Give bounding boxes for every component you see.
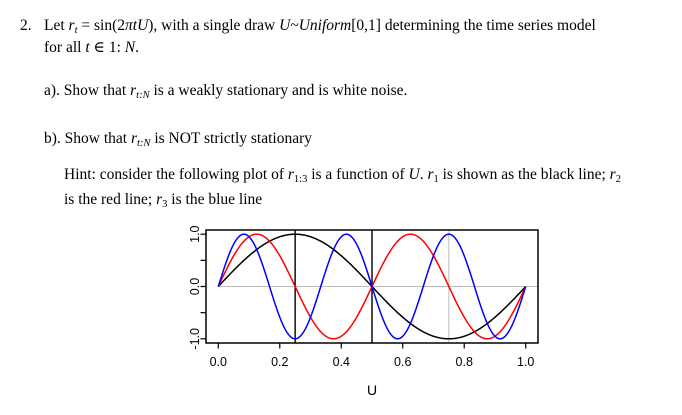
problem-number: 2. xyxy=(20,17,32,34)
text-segment: t:N xyxy=(136,90,150,101)
text-segment: t:N xyxy=(137,138,151,149)
text-segment: = sin(2 xyxy=(77,17,125,34)
x-axis-tick-label: 0.2 xyxy=(271,355,288,369)
part-a-statement: a). Show that rt:N is a weakly stationar… xyxy=(44,81,408,101)
hint-line-2: is the red line; r3 is the blue line xyxy=(64,190,263,210)
x-axis-tick-label: 0.0 xyxy=(210,355,227,369)
x-axis-tick-label: 0.8 xyxy=(456,355,473,369)
x-axis-tick-label: 0.4 xyxy=(333,355,350,369)
text-segment: Hint: consider the following plot of xyxy=(64,166,288,183)
text-segment: U xyxy=(408,166,420,183)
text-segment: t xyxy=(85,39,90,56)
text-segment: r xyxy=(130,130,138,147)
y-axis-tick-label: 0.0 xyxy=(188,278,202,295)
x-axis-tick-label: 1.0 xyxy=(517,355,534,369)
text-segment: ∈ 1: xyxy=(89,39,125,56)
part-b-statement: b). Show that rt:N is NOT strictly stati… xyxy=(44,129,313,149)
text-segment: r xyxy=(68,17,75,34)
text-segment: N xyxy=(124,39,136,56)
text-segment: b). Show that xyxy=(44,130,131,147)
text-segment: is a weakly stationary and is white nois… xyxy=(149,82,408,99)
text-segment: 2 xyxy=(615,174,621,185)
text-segment: is the blue line xyxy=(167,191,263,208)
problem-statement-line-1: Let rt = sin(2πtU), with a single draw U… xyxy=(44,16,596,36)
text-segment: r xyxy=(156,191,163,208)
text-segment: a). Show that xyxy=(44,82,131,99)
curve-r3 xyxy=(217,233,527,340)
text-segment: r xyxy=(427,166,434,183)
text-segment: r xyxy=(130,82,137,99)
text-segment: 1 xyxy=(433,174,439,185)
text-segment: ~ xyxy=(290,17,299,34)
sine-plot-figure: 0.0 0.2 0.4 0.6 0.8 1.0 -1.0 0.0 1.0 U xyxy=(188,225,539,398)
text-segment: 1:3 xyxy=(293,174,308,185)
text-segment: determining the time series model xyxy=(380,17,596,34)
text-segment: . xyxy=(419,166,428,183)
text-segment: t xyxy=(74,25,78,36)
text-segment: ), with a single draw xyxy=(148,17,280,34)
text-segment: πtU xyxy=(125,17,149,34)
text-segment: U xyxy=(279,17,291,34)
text-segment: r xyxy=(287,166,294,183)
text-segment: r xyxy=(609,166,616,183)
y-axis-tick-label: 1.0 xyxy=(188,225,202,242)
text-segment: Let xyxy=(44,17,69,34)
text-segment: . xyxy=(135,39,140,56)
x-axis-tick-label: 0.6 xyxy=(394,355,411,369)
text-segment: [0,1] xyxy=(351,17,381,34)
y-axis-tick-label: -1.0 xyxy=(188,328,202,350)
text-segment: is NOT strictly stationary xyxy=(150,130,313,147)
hint-line-1: Hint: consider the following plot of r1:… xyxy=(64,165,621,185)
problem-statement-line-2: for all t ∈ 1: N. xyxy=(44,38,139,57)
x-axis-title: U xyxy=(367,382,377,398)
text-segment: 3 xyxy=(162,199,168,210)
text-segment: for all xyxy=(44,39,86,56)
text-segment: is the red line; xyxy=(64,191,157,208)
text-segment: is a function of xyxy=(307,166,409,183)
text-segment: is shown as the black line; xyxy=(438,166,610,183)
text-segment: Uniform xyxy=(298,17,352,34)
